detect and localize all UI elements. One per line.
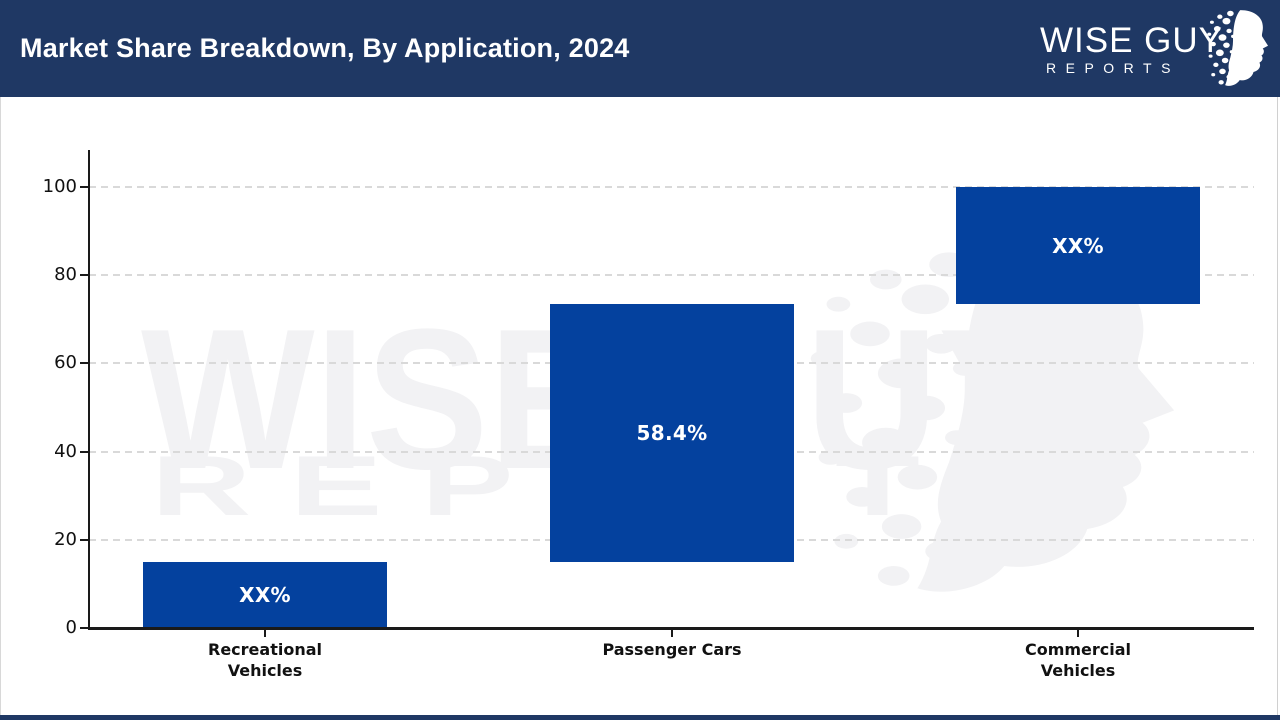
gridline-80 [89,274,1254,277]
x-tick-2 [671,630,673,637]
y-tick-20 [80,538,89,541]
watermark-face-icon [810,249,1175,592]
y-tick-label: 0 [65,617,77,638]
bar-1: XX% [143,561,387,628]
bar-value-label: 58.4% [636,421,708,446]
brand-logo: WISE GUY REPORTS [1040,6,1270,92]
logo-face-icon [1207,10,1269,86]
y-tick-label: 100 [42,176,77,197]
bar-value-label: XX% [239,582,291,607]
x-tick-1 [264,630,266,637]
bar-2: 58.4% [550,304,794,562]
x-category-label: Passenger Cars [602,640,742,659]
x-axis [88,627,1254,630]
x-category-label: Recreational Vehicles [208,640,322,680]
gridline-100 [89,186,1254,188]
chart-area: WISE GUY R E P O R T S 020406080100XX%58… [0,97,1278,715]
logo-wordmark-text: WISE GUY [1040,21,1224,60]
page-title: Market Share Breakdown, By Application, … [20,33,630,63]
y-tick-100 [80,186,89,188]
y-tick-label: 80 [54,264,77,286]
y-axis [88,150,90,630]
x-tick-3 [1077,630,1079,637]
y-tick-0 [80,627,89,629]
bar-3: XX% [956,187,1200,305]
y-tick-60 [80,362,89,365]
y-tick-40 [80,450,89,453]
y-tick-label: 60 [54,352,77,374]
bar-value-label: XX% [1052,233,1104,258]
y-tick-label: 20 [54,528,77,550]
y-tick-label: 40 [54,440,77,462]
header-bar: Market Share Breakdown, By Application, … [0,0,1280,97]
x-category-label: Commercial Vehicles [1024,640,1132,680]
logo-wordmark: WISE GUY REPORTS [1040,21,1224,76]
y-tick-80 [80,274,89,277]
footer-bar [0,715,1280,720]
logo-subtext: REPORTS [1046,60,1180,76]
